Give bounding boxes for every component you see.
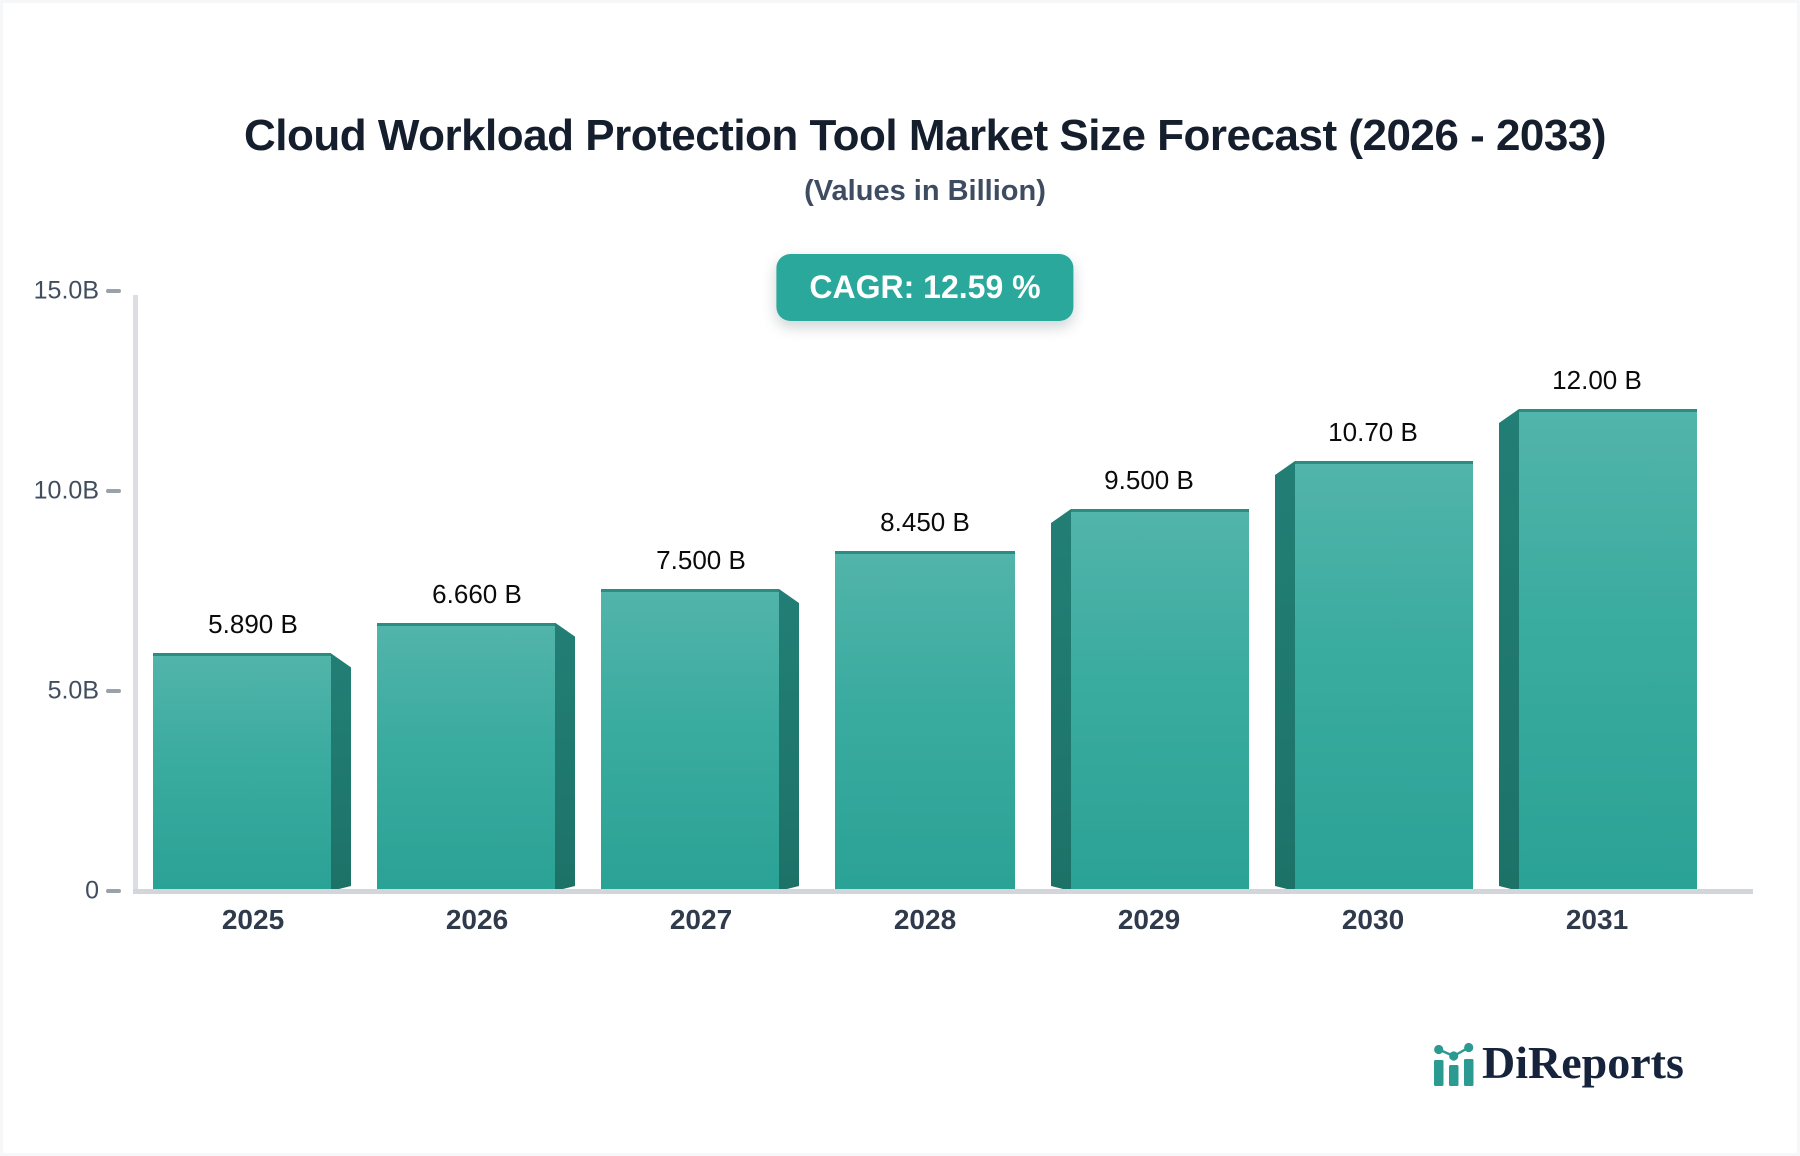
chart-subtitle: (Values in Billion) <box>804 175 1046 207</box>
x-axis-baseline <box>133 889 1753 894</box>
bar-value-label: 8.450 B <box>880 507 970 537</box>
bar-value-label: 10.70 B <box>1328 417 1418 447</box>
bar-3d-side-2029 <box>1051 509 1071 891</box>
bar-3d-side-2025 <box>331 653 351 891</box>
bar-3d-side-2030 <box>1275 461 1295 891</box>
x-axis-category-label: 2025 <box>221 904 285 935</box>
y-axis-tick-mark <box>106 489 121 493</box>
x-axis-category-label: 2030 <box>1341 904 1405 935</box>
bar-3d-side-2027 <box>779 589 799 891</box>
bar-2025 <box>153 653 331 891</box>
mini-bar-chart-icon <box>1434 1042 1474 1086</box>
bar-2030 <box>1295 461 1473 891</box>
y-axis-tick-label: 10.0B <box>33 476 99 505</box>
x-axis-category-label: 2029 <box>1117 904 1181 935</box>
chart-title: Cloud Workload Protection Tool Market Si… <box>244 111 1607 160</box>
bar-2026 <box>377 622 555 891</box>
bar-value-label: 6.660 B <box>432 578 522 609</box>
y-axis-tick-label: 5.0B <box>47 676 99 705</box>
bar-3d-side-2031 <box>1499 409 1519 891</box>
brand-name: DiReports <box>1482 1037 1684 1088</box>
bar-3d-side-2026 <box>555 623 575 891</box>
y-axis-tick-label: 0 <box>85 876 99 905</box>
bar-value-label: 12.00 B <box>1552 365 1642 395</box>
x-axis-category-label: 2027 <box>669 904 733 935</box>
y-axis-tick-label: 15.0B <box>33 276 99 305</box>
x-axis-category-label: 2026 <box>445 904 509 935</box>
bar-2029 <box>1071 509 1249 891</box>
y-axis-line <box>133 295 138 889</box>
bar-2031 <box>1519 409 1697 891</box>
y-axis-tick-mark <box>106 889 121 893</box>
brand-logo: DiReports <box>1433 1036 1684 1089</box>
y-axis-tick-mark <box>106 289 121 293</box>
cagr-badge: CAGR: 12.59 % <box>776 254 1074 321</box>
bar-2028 <box>835 551 1015 891</box>
x-axis-category-label: 2031 <box>1565 904 1629 935</box>
y-axis-tick-mark <box>106 689 121 693</box>
bar-value-label: 5.890 B <box>208 609 298 640</box>
bar-2027 <box>601 589 779 891</box>
bar-value-label: 9.500 B <box>1104 465 1194 495</box>
bar-value-label: 7.500 B <box>656 545 746 575</box>
bar-chart-plot-area: 15.0B 10.0B 5.0B 0 5.890 B 6.660 B 7.500 B 8.45… <box>3 3 1797 1153</box>
x-axis-category-label: 2028 <box>893 904 957 935</box>
